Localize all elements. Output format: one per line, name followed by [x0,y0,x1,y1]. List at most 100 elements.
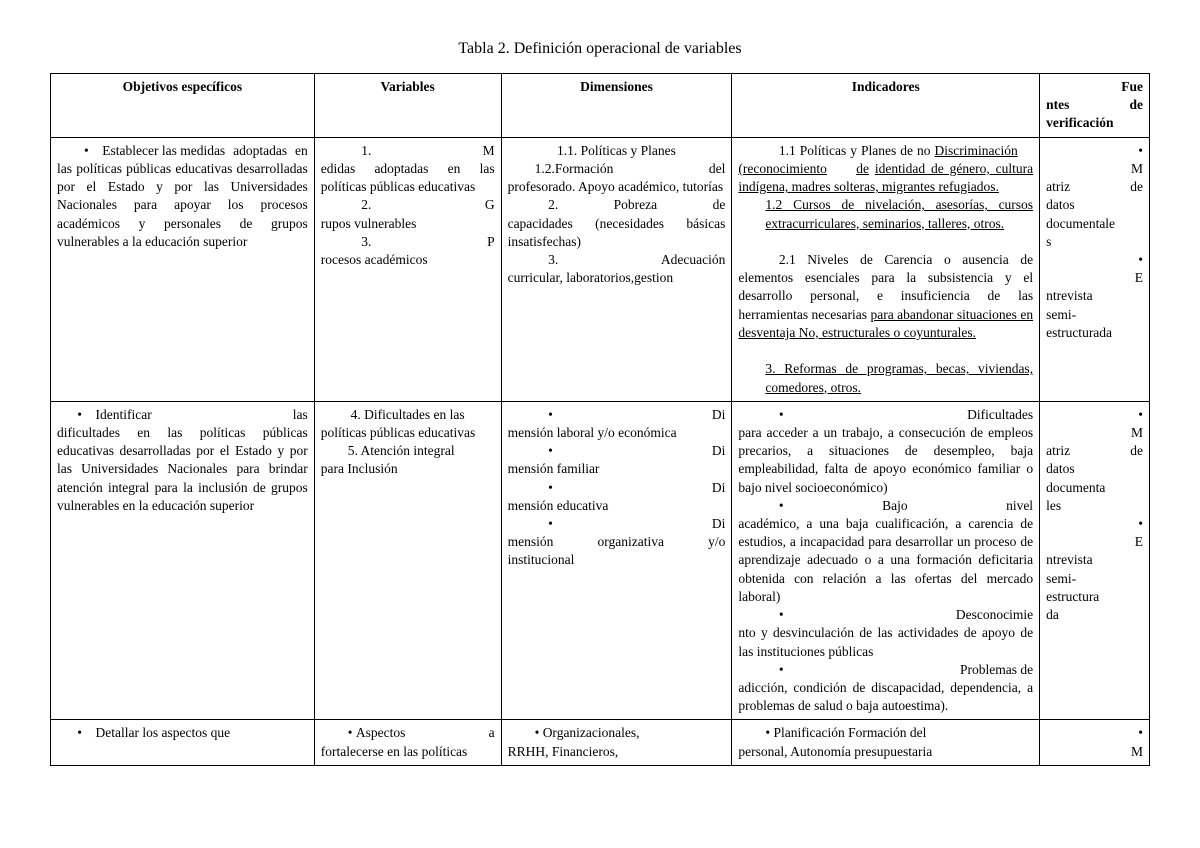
table-row: • Identificarlas dificultades en las pol… [51,401,1150,720]
hdr-fuentes-l3: verificación [1046,114,1143,132]
bullet-icon: • [738,606,783,624]
cell-dim-3: • Organizacionales, RRHH, Financieros, [501,720,732,765]
text: para Inclusión [321,460,495,478]
text: semi- [1046,306,1143,324]
header-row: Objetivos específicos Variables Dimensio… [51,74,1150,138]
text: G [485,196,495,214]
bullet-icon: • [765,725,770,740]
text: RRHH, Financieros, [508,743,726,761]
bullet-icon: • [535,725,540,740]
text: nivel [1006,497,1033,515]
text: 1.2.Formación [508,160,614,178]
bullet-icon: • [738,406,783,424]
cell-ind-2: • Dificultades para acceder a un trabajo,… [732,401,1040,720]
cell-ind-1: 1.1 Políticas y Planes de no Discriminac… [732,137,1040,401]
text: Establecer las medidas [102,143,225,158]
text: mensión educativa [508,497,726,515]
text: del [709,160,726,178]
text: Organizacionales, [543,725,640,740]
text: da [1046,606,1143,624]
hdr-fuentes: Fue ntes de verificación [1040,74,1150,138]
table-title: Tabla 2. Definición operacional de varia… [50,40,1150,58]
text: Detallar los aspectos que [95,725,230,740]
cell-obj-1: • Establecer las medidas adoptadas en la… [51,137,315,401]
text: Aspectos [356,725,406,740]
text: 3. [321,233,372,251]
text: de [713,196,726,214]
text: 3. Reformas de programas, becas, viviend… [765,361,1033,394]
text: Di [712,515,726,533]
text: personal, Autonomía presupuestaria [738,743,1033,761]
text: M [1046,160,1143,178]
bullet-icon: • [1046,724,1143,742]
text: semi- [1046,570,1143,588]
text: M [1046,424,1143,442]
variables-table: Objetivos específicos Variables Dimensio… [50,73,1150,766]
text: nto y desvinculación de las actividades … [738,624,1033,660]
hdr-fuentes-l2: ntes de [1046,96,1143,114]
bullet-icon: • [738,497,783,515]
text: mensión [508,533,554,551]
cell-ind-3: • Planificación Formación del personal, … [732,720,1040,765]
hdr-variables: Variables [314,74,501,138]
text: 4. Dificultades en las [321,406,495,424]
text: rupos vulnerables [321,215,495,233]
text: Planificación Formación del [773,725,926,740]
text: mensión laboral y/o económica [508,424,726,442]
text: E [1046,533,1143,551]
text: ntrevista [1046,287,1143,305]
bullet-icon: • [508,406,553,424]
text: Di [712,442,726,460]
text: Dificultades [967,406,1033,424]
text: de [856,161,869,176]
text: Di [712,406,726,424]
bullet-icon: • [1046,515,1143,533]
cell-dim-2: • Di mensión laboral y/o económica • Di me… [501,401,732,720]
text: edidas adoptadas en las políticas públic… [321,160,495,196]
text: Desconocimie [956,606,1033,624]
text: dificultades en las políticas públicas e… [57,425,308,513]
text: rocesos académicos [321,251,495,269]
text: para acceder a un trabajo, a consecución… [738,424,1033,497]
text: Discriminación [934,143,1017,158]
text: capacidades (necesidades básicas insatis… [508,215,726,251]
hdr-fuentes-l1: Fue [1046,78,1143,96]
text: E [1046,269,1143,287]
cell-var-2: 4. Dificultades en las políticas pública… [314,401,501,720]
text: estructurada [1046,324,1143,342]
text: organizativa [597,533,663,551]
text: adicción, condición de discapacidad, dep… [738,679,1033,715]
cell-fv-1: • M atrizde datos documentale s • E ntre… [1040,137,1150,401]
cell-dim-1: 1.1. Políticas y Planes 1.2.Formacióndel… [501,137,732,401]
text: a [489,724,495,742]
cell-obj-3: • Detallar los aspectos que [51,720,315,765]
text: y/o [708,533,725,551]
text: 1. [321,142,372,160]
cell-fv-3: • M [1040,720,1150,765]
text: profesorado. Apoyo académico, tutorías [508,178,726,196]
text: datos [1046,196,1143,214]
text: 5. Atención integral [321,442,495,460]
cell-var-3: • Aspectos a fortalecerse en las política… [314,720,501,765]
bullet-icon: • [508,515,553,533]
text: académico, a una baja cualificación, a c… [738,515,1033,606]
text: 2. [508,196,559,214]
text: Identificar [95,407,151,422]
text: institucional [508,551,726,569]
table-row: • Detallar los aspectos que • Aspectos a … [51,720,1150,765]
text: Bajo [882,497,908,515]
text: s [1046,233,1143,251]
cell-fv-2: • M atrizde datos documenta les • E ntre… [1040,401,1150,720]
table-row: • Establecer las medidas adoptadas en la… [51,137,1150,401]
cell-obj-2: • Identificarlas dificultades en las pol… [51,401,315,720]
hdr-dimensiones: Dimensiones [501,74,732,138]
text: 2.1 Niveles de Carencia o [738,252,950,267]
text: M [483,142,495,160]
text: Pobreza [614,196,657,214]
text: documentale [1046,215,1143,233]
text: fortalecerse en las políticas [321,743,495,761]
hdr-objetivos: Objetivos específicos [51,74,315,138]
bullet-icon: • [348,725,353,740]
bullet-icon: • [508,442,553,460]
text: (reconocimiento [738,161,826,176]
